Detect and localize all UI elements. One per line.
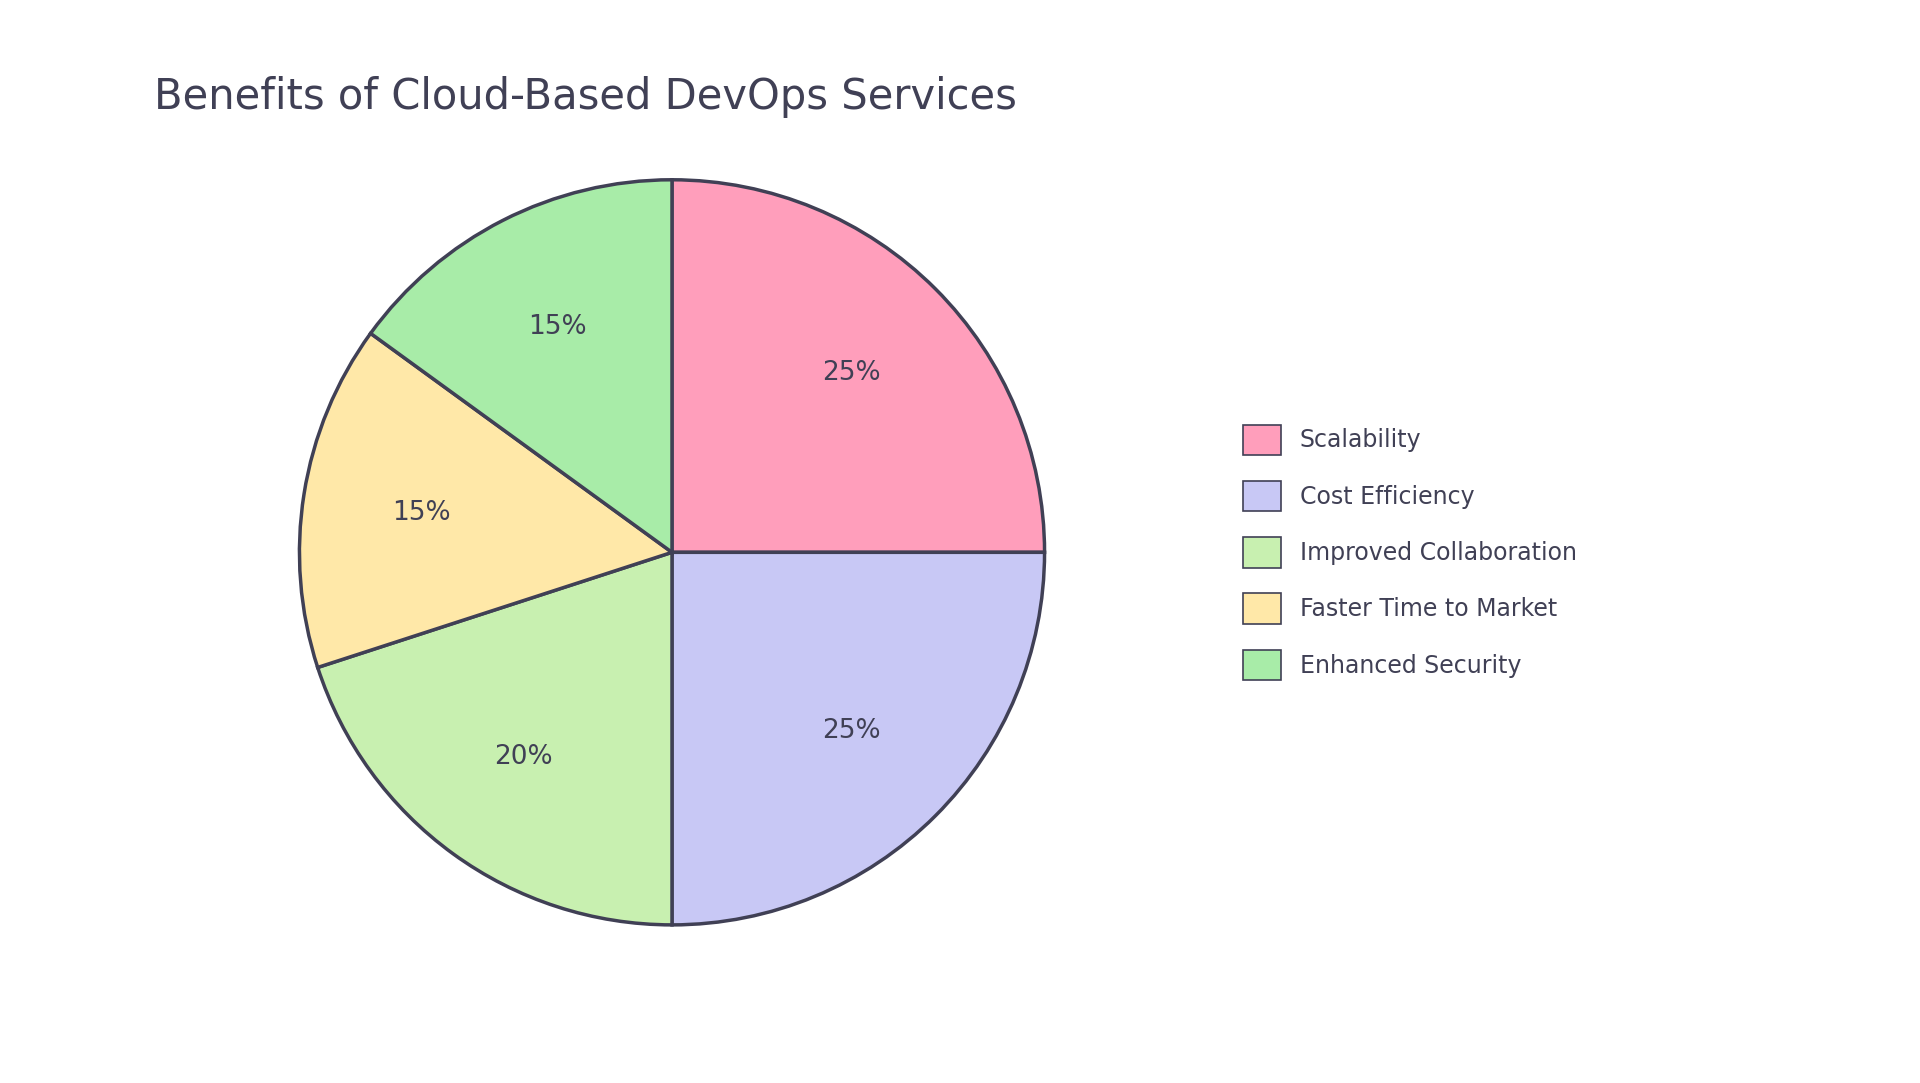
Wedge shape: [672, 552, 1044, 925]
Text: 25%: 25%: [822, 361, 881, 387]
Text: Benefits of Cloud-Based DevOps Services: Benefits of Cloud-Based DevOps Services: [154, 76, 1016, 118]
Text: 15%: 15%: [392, 499, 451, 525]
Text: 20%: 20%: [493, 744, 553, 770]
Wedge shape: [672, 180, 1044, 552]
Text: 25%: 25%: [822, 718, 881, 744]
Wedge shape: [317, 552, 672, 925]
Text: 15%: 15%: [528, 314, 586, 340]
Wedge shape: [371, 180, 672, 552]
Wedge shape: [300, 334, 672, 667]
Legend: Scalability, Cost Efficiency, Improved Collaboration, Faster Time to Market, Enh: Scalability, Cost Efficiency, Improved C…: [1225, 406, 1596, 699]
